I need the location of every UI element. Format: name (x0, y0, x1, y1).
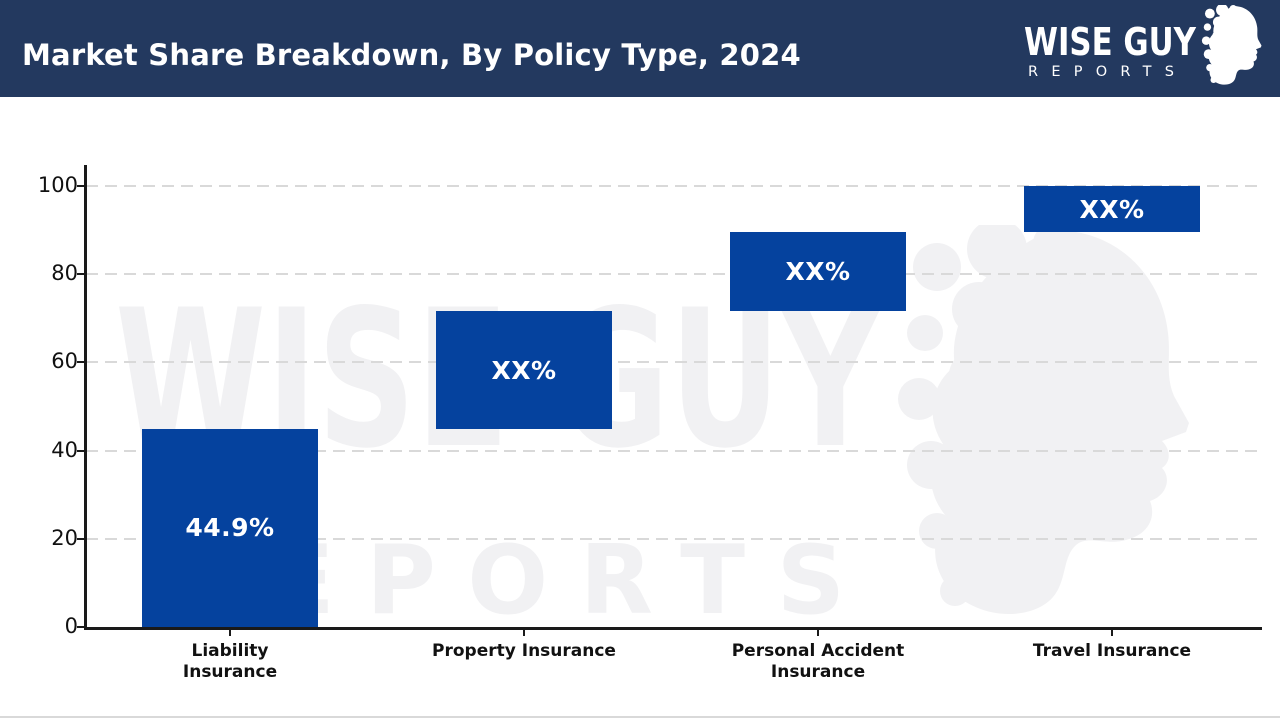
category-label-line: Liability (191, 641, 269, 661)
chart-area: WISE GUY REPORTS 02040608010044.9%Liabil… (0, 97, 1280, 717)
y-tick-20 (77, 537, 85, 540)
category-label-line: Personal Accident (731, 641, 905, 661)
category-label: Personal Accident Insurance (668, 641, 968, 683)
y-tick-label-20: 20 (51, 525, 78, 550)
y-tick-label-80: 80 (51, 261, 78, 286)
gridline-100 (86, 185, 1262, 187)
watermark-head-icon (898, 225, 1189, 615)
y-tick-40 (77, 449, 85, 452)
y-tick-80 (77, 273, 85, 276)
y-tick-label-60: 60 (51, 349, 78, 374)
category-label-line: Insurance (770, 662, 866, 682)
category-label: Travel Insurance (962, 641, 1262, 662)
bar-segment: XX% (1024, 186, 1200, 233)
x-tick-2 (817, 629, 819, 636)
category-label-line: Insurance (182, 662, 278, 682)
gridline-60 (86, 361, 1262, 364)
chart-title: Market Share Breakdown, By Policy Type, … (22, 38, 801, 72)
y-tick-label-0: 0 (64, 614, 78, 638)
logo-brand-text: WISE GUY (1024, 20, 1196, 64)
category-label: Liability Insurance (80, 641, 380, 683)
x-tick-3 (1111, 629, 1113, 636)
gridline-20 (86, 537, 1262, 540)
x-axis-line (84, 627, 1262, 630)
bar-value-label: XX% (491, 355, 557, 385)
bar-segment: XX% (730, 232, 906, 312)
logo-sub-text: REPORTS (1028, 64, 1184, 80)
y-tick-label-40: 40 (51, 437, 78, 462)
header-bar: Market Share Breakdown, By Policy Type, … (0, 0, 1280, 97)
logo-head-icon (1201, 5, 1262, 85)
gridline-80 (86, 273, 1262, 276)
bottom-border (0, 716, 1280, 718)
gridline-40 (86, 449, 1262, 452)
category-label-line: Property Insurance (432, 641, 616, 661)
bar-segment: 44.9% (142, 428, 318, 627)
y-axis-line (84, 165, 87, 629)
y-tick-100 (77, 185, 85, 187)
bar-value-label: 44.9% (185, 513, 275, 543)
x-tick-0 (229, 629, 231, 636)
x-tick-1 (523, 629, 525, 636)
wise-guy-reports-logo: WISE GUY REPORTS (1024, 5, 1262, 85)
bar-value-label: XX% (785, 257, 851, 287)
category-label-line: Travel Insurance (1032, 641, 1192, 661)
y-tick-0 (77, 626, 85, 628)
y-tick-label-100: 100 (37, 173, 78, 197)
bar-segment: XX% (436, 311, 612, 429)
y-tick-60 (77, 361, 85, 364)
bar-value-label: XX% (1079, 194, 1145, 224)
category-label: Property Insurance (374, 641, 674, 662)
